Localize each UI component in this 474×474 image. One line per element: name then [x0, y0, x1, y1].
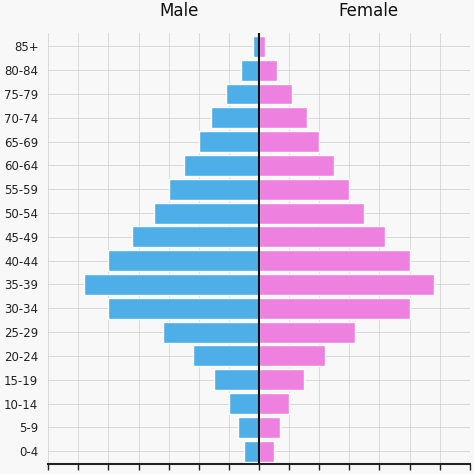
- Bar: [259, 202, 365, 224]
- Bar: [259, 322, 356, 343]
- Bar: [132, 227, 259, 247]
- Bar: [259, 369, 304, 390]
- Bar: [163, 322, 259, 343]
- Bar: [259, 417, 280, 438]
- Bar: [154, 202, 259, 224]
- Bar: [259, 60, 277, 81]
- Bar: [259, 155, 334, 176]
- Bar: [259, 36, 265, 57]
- Bar: [226, 83, 259, 104]
- Bar: [259, 107, 307, 128]
- Bar: [259, 83, 292, 104]
- Bar: [241, 60, 259, 81]
- Bar: [253, 36, 259, 57]
- Text: Female: Female: [338, 2, 399, 20]
- Bar: [244, 441, 259, 462]
- Bar: [259, 274, 434, 295]
- Bar: [199, 131, 259, 152]
- Bar: [84, 274, 259, 295]
- Bar: [259, 131, 319, 152]
- Bar: [184, 155, 259, 176]
- Bar: [259, 441, 274, 462]
- Bar: [109, 250, 259, 271]
- Bar: [259, 393, 289, 414]
- Bar: [169, 179, 259, 200]
- Bar: [211, 107, 259, 128]
- Bar: [214, 369, 259, 390]
- Bar: [259, 346, 325, 366]
- Bar: [259, 250, 410, 271]
- Bar: [259, 179, 349, 200]
- Bar: [193, 346, 259, 366]
- Bar: [238, 417, 259, 438]
- Bar: [259, 298, 410, 319]
- Bar: [229, 393, 259, 414]
- Text: Male: Male: [159, 2, 199, 20]
- Bar: [259, 227, 385, 247]
- Bar: [109, 298, 259, 319]
